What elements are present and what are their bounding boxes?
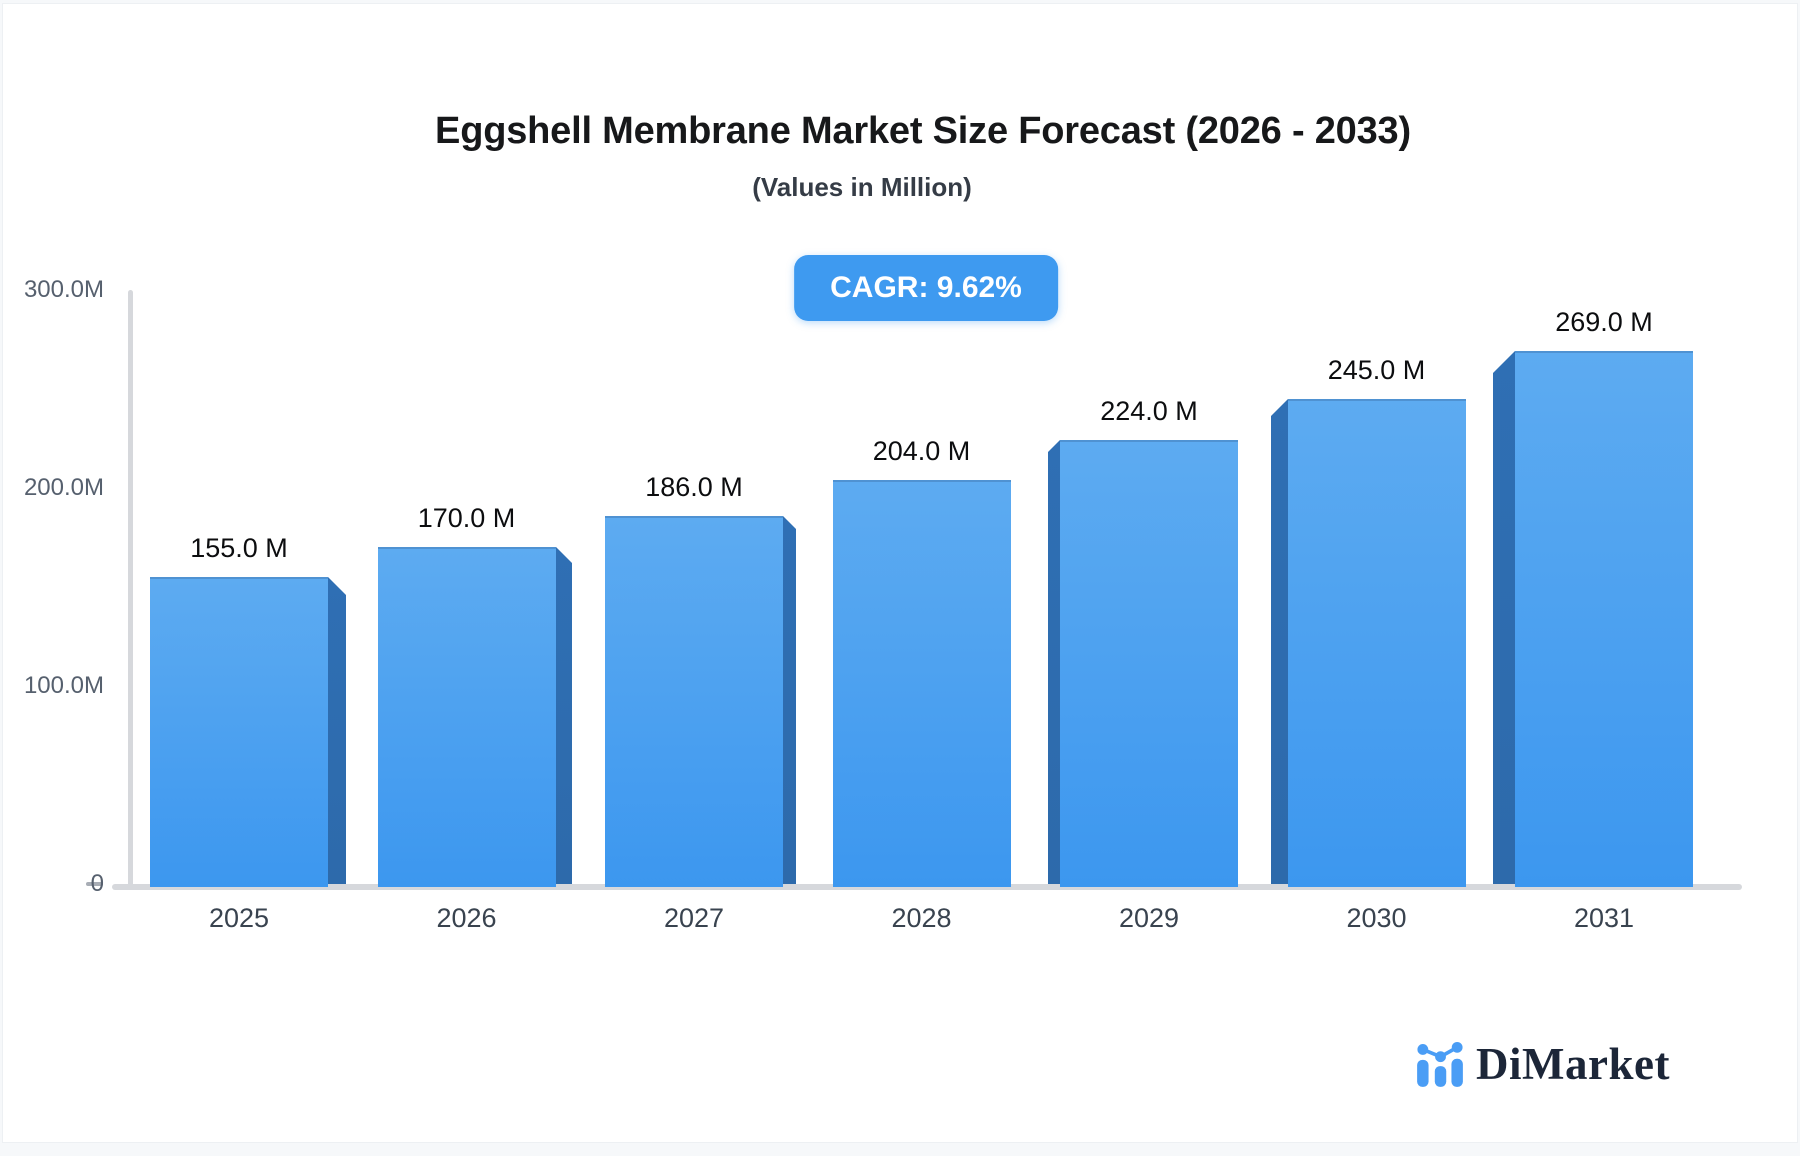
bar-side-face (1493, 351, 1515, 884)
x-axis-tick-label: 2028 (891, 903, 952, 933)
y-axis-tick-label: 300.0M (23, 276, 104, 303)
brand-logo-text: DiMarket (1476, 1038, 1670, 1089)
x-axis-tick-label: 2029 (1118, 903, 1180, 933)
y-axis-tick-label: 0 (90, 870, 104, 897)
bar (605, 516, 783, 887)
x-axis-tick-label: 2025 (208, 903, 270, 933)
bar-side-face (556, 547, 572, 884)
bar-value-label: 170.0 M (417, 503, 516, 533)
chart-subtitle: (Values in Million) (752, 172, 972, 202)
bar-value-label: 204.0 M (872, 436, 971, 466)
chart-title: Eggshell Membrane Market Size Forecast (… (435, 110, 1411, 152)
bar-side-face (1271, 399, 1288, 884)
y-axis-tick-label: 200.0M (23, 474, 104, 501)
x-axis-line (112, 884, 1742, 890)
y-axis-tick-label: 100.0M (23, 672, 104, 699)
bar-value-label: 155.0 M (190, 533, 288, 563)
bar (150, 577, 328, 887)
bar (1288, 399, 1466, 887)
brand-logo-icon (1417, 1041, 1463, 1087)
y-axis-line (128, 290, 133, 890)
bar-value-label: 186.0 M (645, 472, 743, 502)
bar-side-face (1048, 440, 1060, 884)
x-axis-tick-label: 2026 (436, 903, 497, 933)
bar-value-label: 269.0 M (1555, 307, 1653, 337)
bar (833, 480, 1011, 887)
bar (1515, 351, 1693, 887)
x-axis-tick-label: 2031 (1573, 903, 1635, 933)
bar-value-label: 224.0 M (1100, 396, 1198, 426)
bar (1060, 440, 1238, 887)
bar (378, 547, 556, 887)
bar-side-face (328, 577, 346, 884)
brand-logo: DiMarket (1414, 1038, 1670, 1090)
bar-value-label: 245.0 M (1327, 355, 1426, 385)
cagr-badge: CAGR: 9.62% (794, 255, 1058, 321)
bar-side-face (783, 516, 796, 884)
zero-tick-mark (86, 882, 103, 886)
x-axis-tick-label: 2027 (663, 903, 725, 933)
x-axis-tick-label: 2030 (1346, 903, 1407, 933)
